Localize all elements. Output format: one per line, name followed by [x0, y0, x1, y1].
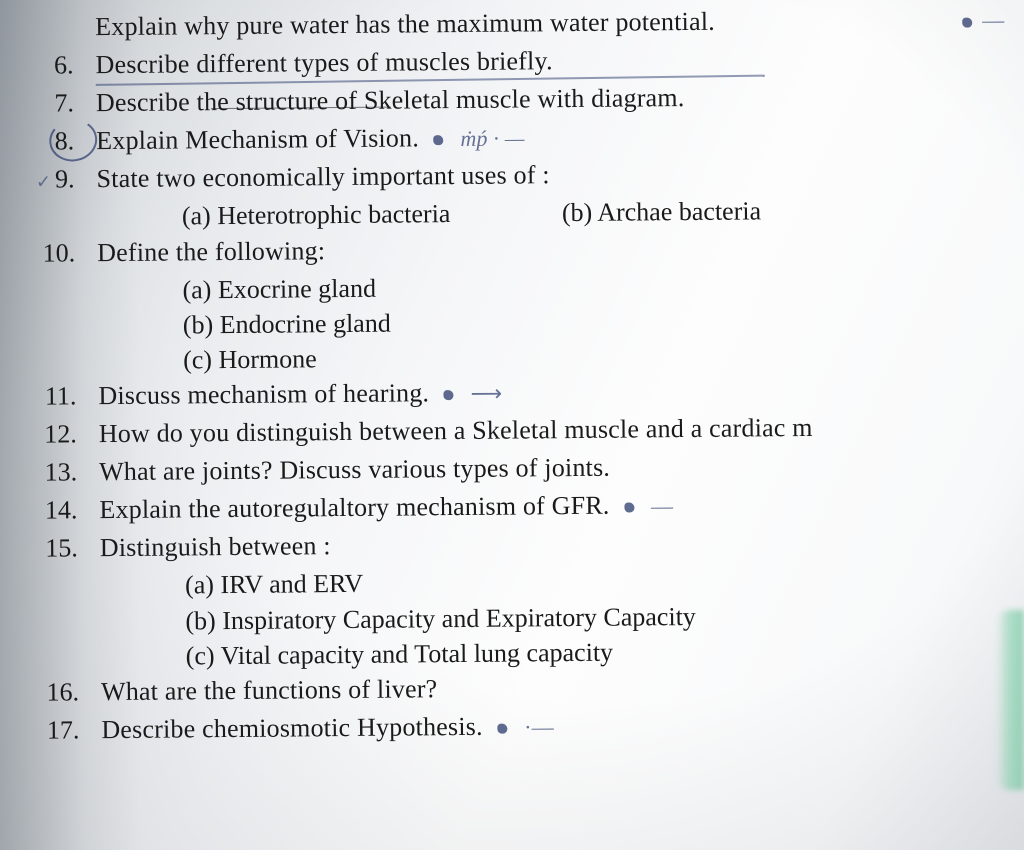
question-number: 16. [16, 674, 101, 710]
arrow-icon: ⟶ [470, 381, 502, 406]
question-text: Describe the structure of Skeletal muscl… [96, 77, 1005, 120]
question-text-inner: Explain Mechanism of Vision. [96, 124, 419, 156]
ink-mark-icon [497, 723, 507, 733]
option-b: (b) Archae bacteria [562, 194, 762, 231]
question-16: 16. What are the functions of liver? [16, 666, 1010, 710]
question-text: Explain Mechanism of Vision. ṁṕ · — [96, 116, 1005, 159]
question-number: 10. [12, 235, 97, 271]
page-content: Explain why pure water has the maximum w… [0, 0, 1024, 850]
question-number: 13. [14, 454, 99, 490]
question-text: Discuss mechanism of hearing. ⟶ [98, 370, 1007, 413]
question-number: 14. [14, 492, 99, 528]
question-13: 13. What are joints? Discuss various typ… [14, 446, 1008, 490]
question-number: ✓9. [11, 162, 96, 198]
ink-mark-icon [624, 503, 634, 513]
question-number: 17. [16, 712, 101, 748]
question-8: 8. Explain Mechanism of Vision. ṁṕ · — [11, 116, 1005, 160]
question-text-inner: Explain the autoregulaltory mechanism of… [99, 491, 609, 524]
question-text: What are joints? Discuss various types o… [99, 446, 1008, 489]
question-number: 6. [10, 47, 95, 83]
question-10: 10. Define the following: [12, 227, 1006, 271]
question-number: 15. [15, 530, 100, 566]
ink-mark-icon [444, 390, 454, 400]
question-top: Explain why pure water has the maximum w… [10, 1, 1004, 45]
question-text: How do you distinguish between a Skeleta… [99, 408, 1008, 451]
question-text-inner: Discuss mechanism of hearing. [98, 378, 429, 410]
dash-icon: — [651, 493, 673, 518]
question-text: What are the functions of liver? [101, 666, 1010, 709]
question-text: Explain the autoregulaltory mechanism of… [99, 484, 1008, 527]
question-7: 7. Describe the structure of Skeletal mu… [11, 77, 1005, 121]
arrow-icon: — [982, 5, 1004, 35]
dash-icon: ·— [524, 714, 554, 739]
question-text-inner: Describe chemiosmotic Hypothesis. [101, 712, 483, 744]
question-text: Explain why pure water has the maximum w… [95, 2, 954, 45]
ink-mark-icon [434, 135, 444, 145]
question-number: 11. [13, 378, 98, 414]
ink-mark-icon [962, 18, 972, 28]
question-text: Define the following: [97, 227, 1006, 270]
question-number [10, 35, 95, 36]
question-14: 14. Explain the autoregulaltory mechanis… [14, 484, 1008, 528]
question-number: 7. [11, 85, 96, 121]
question-text: Describe chemiosmotic Hypothesis. ·— [101, 704, 1010, 747]
question-number: 12. [14, 416, 99, 452]
question-12: 12. How do you distinguish between a Ske… [14, 408, 1008, 452]
question-text: Distinguish between : [100, 523, 1009, 566]
question-15: 15. Distinguish between : [15, 523, 1009, 567]
question-6: 6. Describe different types of muscles b… [10, 39, 1004, 83]
num-text: 9. [55, 165, 75, 194]
tick-icon: ✓ [36, 172, 51, 192]
question-9: ✓9. State two economically important use… [11, 154, 1005, 198]
question-number: 8. [11, 123, 96, 159]
question-11: 11. Discuss mechanism of hearing. ⟶ [13, 370, 1007, 414]
question-17: 17. Describe chemiosmotic Hypothesis. ·— [16, 704, 1010, 748]
scribble-icon: ṁṕ · — [460, 126, 524, 152]
question-text: Describe different types of muscles brie… [95, 39, 1004, 82]
option-a: (a) Heterotrophic bacteria [182, 196, 562, 234]
question-text: State two economically important uses of… [96, 154, 1005, 197]
